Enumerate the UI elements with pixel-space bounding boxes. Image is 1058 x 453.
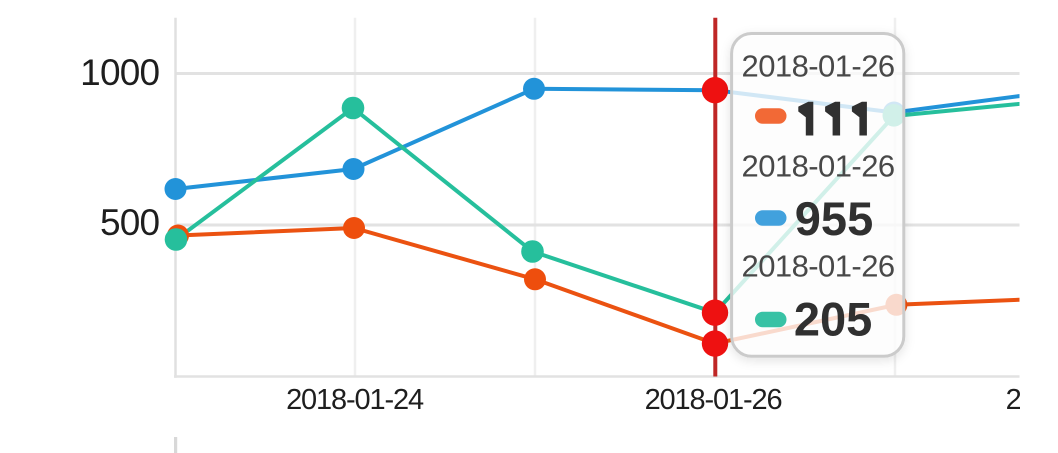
- svg-text:1000: 1000: [80, 52, 159, 93]
- svg-text:2018-01-24: 2018-01-24: [286, 384, 424, 416]
- svg-text:2018-01-26: 2018-01-26: [645, 384, 782, 416]
- svg-text:205: 205: [794, 292, 872, 345]
- svg-text:500: 500: [100, 202, 160, 243]
- svg-text:2018-01-26: 2018-01-26: [742, 149, 895, 184]
- svg-text:2018-01-28: 2018-01-28: [1006, 384, 1058, 416]
- svg-text:2018-01-26: 2018-01-26: [742, 49, 895, 84]
- svg-text:955: 955: [795, 192, 873, 245]
- svg-text:2018-01-26: 2018-01-26: [742, 249, 895, 284]
